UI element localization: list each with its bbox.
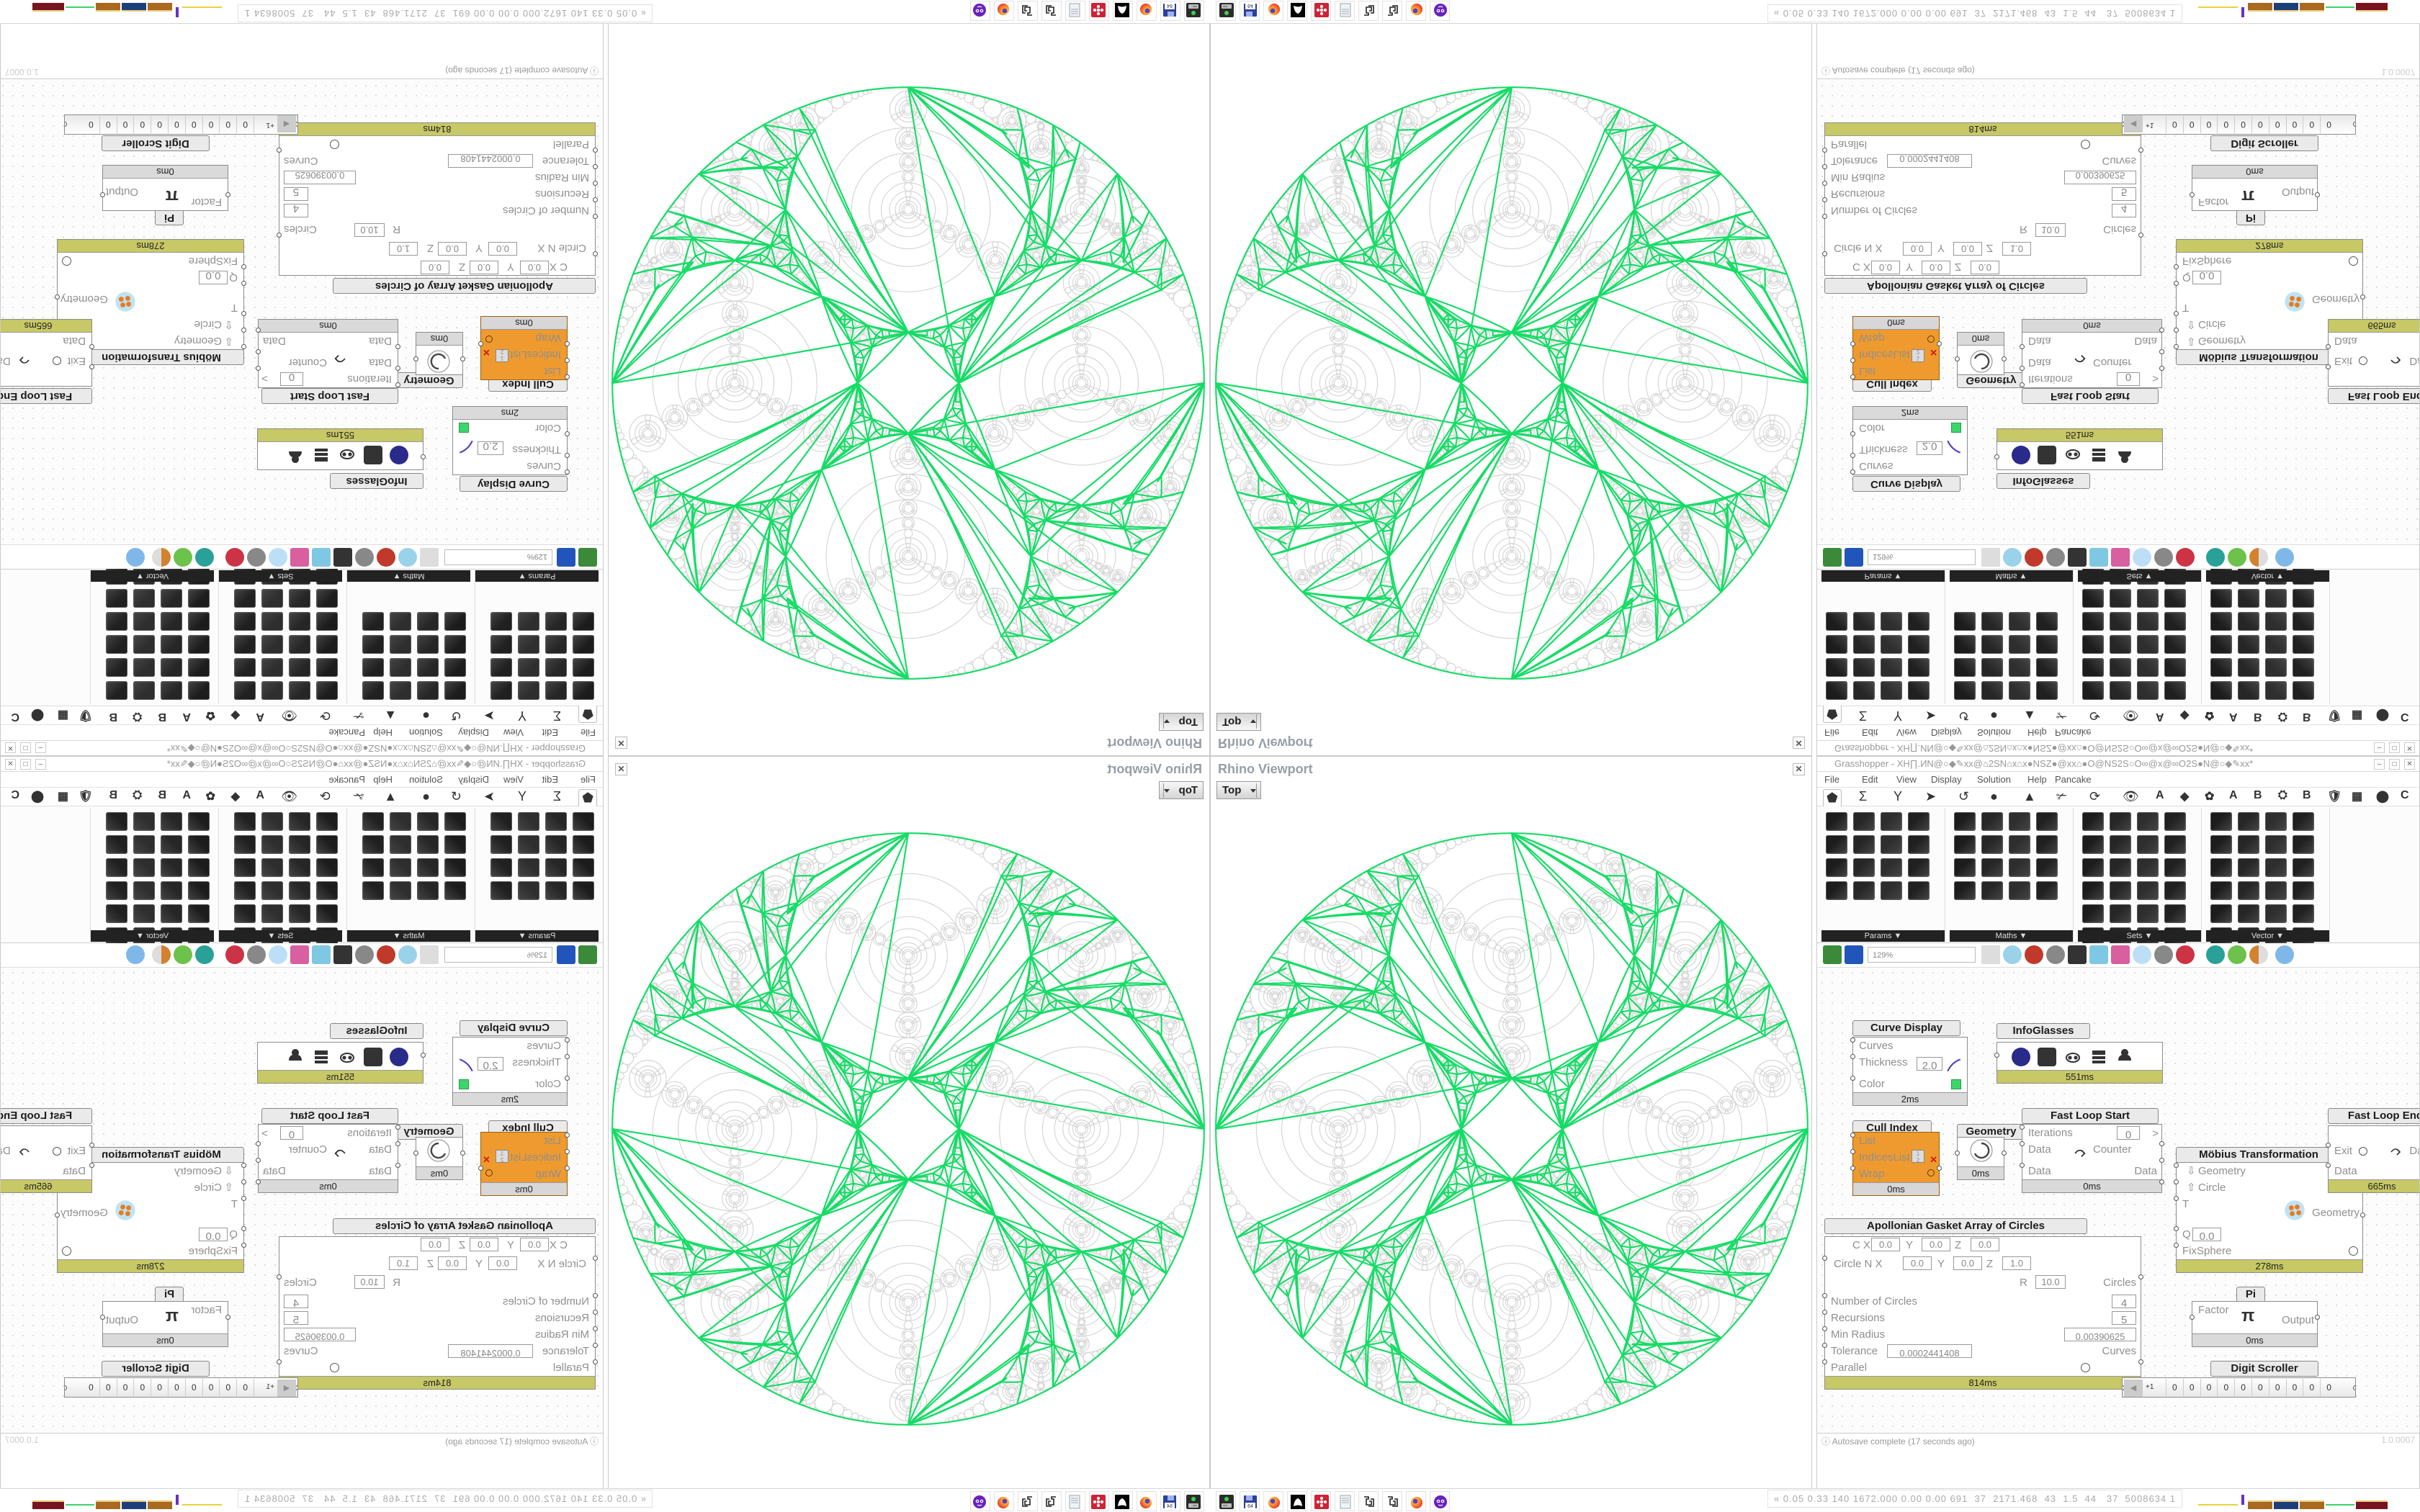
svg-text:64: 64 xyxy=(1247,1504,1253,1509)
svg-text:64: 64 xyxy=(1247,3,1253,8)
